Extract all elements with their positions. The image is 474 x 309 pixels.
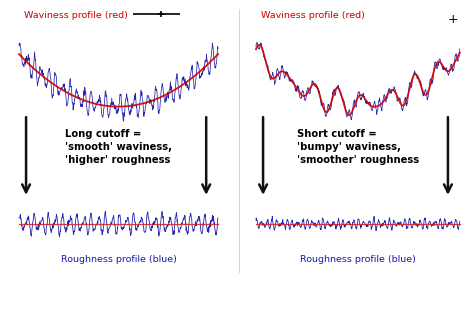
Text: Roughness profile (blue): Roughness profile (blue): [61, 255, 176, 264]
Text: Waviness profile (red): Waviness profile (red): [24, 11, 128, 20]
Text: Long cutoff =
'smooth' waviness,
'higher' roughness: Long cutoff = 'smooth' waviness, 'higher…: [65, 129, 172, 165]
Text: Waviness profile (red): Waviness profile (red): [261, 11, 365, 20]
Text: Short cutoff =
'bumpy' waviness,
'smoother' roughness: Short cutoff = 'bumpy' waviness, 'smooth…: [297, 129, 419, 165]
Text: +: +: [447, 13, 458, 26]
Text: Roughness profile (blue): Roughness profile (blue): [300, 255, 416, 264]
